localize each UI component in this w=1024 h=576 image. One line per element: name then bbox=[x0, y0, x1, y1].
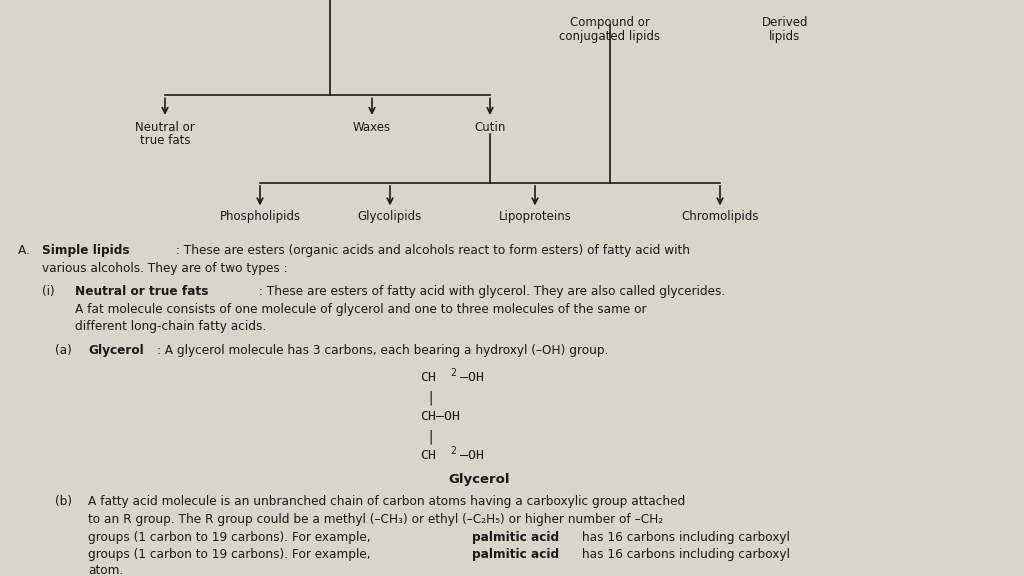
Text: 2: 2 bbox=[450, 446, 456, 456]
Text: Simple lipids: Simple lipids bbox=[42, 244, 130, 257]
Text: Compound or: Compound or bbox=[570, 16, 650, 29]
Text: : These are esters of fatty acid with glycerol. They are also called glycerides.: : These are esters of fatty acid with gl… bbox=[255, 285, 725, 298]
Text: CH: CH bbox=[420, 449, 436, 462]
Text: Glycerol: Glycerol bbox=[88, 344, 143, 357]
Text: has 16 carbons including carboxyl: has 16 carbons including carboxyl bbox=[578, 548, 790, 561]
Text: |: | bbox=[426, 429, 434, 444]
Text: (i): (i) bbox=[42, 285, 54, 298]
Text: palmitic acid: palmitic acid bbox=[472, 530, 559, 544]
Text: true fats: true fats bbox=[139, 134, 190, 147]
Text: groups (1 carbon to 19 carbons). For example,: groups (1 carbon to 19 carbons). For exa… bbox=[88, 530, 375, 544]
Text: different long-chain fatty acids.: different long-chain fatty acids. bbox=[75, 320, 266, 334]
Text: (a): (a) bbox=[55, 344, 72, 357]
Text: A fat molecule consists of one molecule of glycerol and one to three molecules o: A fat molecule consists of one molecule … bbox=[75, 303, 646, 316]
Text: groups (1 carbon to 19 carbons). For example,: groups (1 carbon to 19 carbons). For exa… bbox=[88, 548, 375, 561]
Text: Glycolipids: Glycolipids bbox=[357, 210, 422, 223]
Text: to an R group. The R group could be a methyl (–CH₃) or ethyl (–C₂H₅) or higher n: to an R group. The R group could be a me… bbox=[88, 513, 664, 526]
Text: conjugated lipids: conjugated lipids bbox=[559, 30, 660, 43]
Text: Neutral or true fats: Neutral or true fats bbox=[75, 285, 209, 298]
Text: |: | bbox=[426, 391, 434, 405]
Text: various alcohols. They are of two types :: various alcohols. They are of two types … bbox=[42, 262, 288, 275]
Text: A fatty acid molecule is an unbranched chain of carbon atoms having a carboxylic: A fatty acid molecule is an unbranched c… bbox=[88, 495, 685, 509]
Text: : These are esters (organic acids and alcohols react to form esters) of fatty ac: : These are esters (organic acids and al… bbox=[172, 244, 690, 257]
Text: Waxes: Waxes bbox=[353, 121, 391, 134]
Text: Chromolipids: Chromolipids bbox=[681, 210, 759, 223]
Text: Neutral or: Neutral or bbox=[135, 121, 195, 134]
Text: A.: A. bbox=[18, 244, 38, 257]
Text: Glycerol: Glycerol bbox=[449, 473, 510, 486]
Text: lipids: lipids bbox=[769, 30, 801, 43]
Text: Lipoproteins: Lipoproteins bbox=[499, 210, 571, 223]
Text: palmitic acid: palmitic acid bbox=[472, 548, 559, 561]
Text: : A glycerol molecule has 3 carbons, each bearing a hydroxyl (–OH) group.: : A glycerol molecule has 3 carbons, eac… bbox=[153, 344, 608, 357]
Text: Derived: Derived bbox=[762, 16, 808, 29]
Text: Cutin: Cutin bbox=[474, 121, 506, 134]
Text: Phospholipids: Phospholipids bbox=[219, 210, 301, 223]
Text: CH: CH bbox=[420, 371, 436, 384]
Text: has 16 carbons including carboxyl: has 16 carbons including carboxyl bbox=[578, 530, 790, 544]
Text: –OH: –OH bbox=[460, 371, 484, 384]
Text: 2: 2 bbox=[450, 368, 456, 378]
Text: –OH: –OH bbox=[460, 449, 484, 462]
Text: CH–OH: CH–OH bbox=[420, 410, 460, 423]
Text: atom.: atom. bbox=[88, 563, 123, 576]
Text: (b): (b) bbox=[55, 495, 72, 509]
